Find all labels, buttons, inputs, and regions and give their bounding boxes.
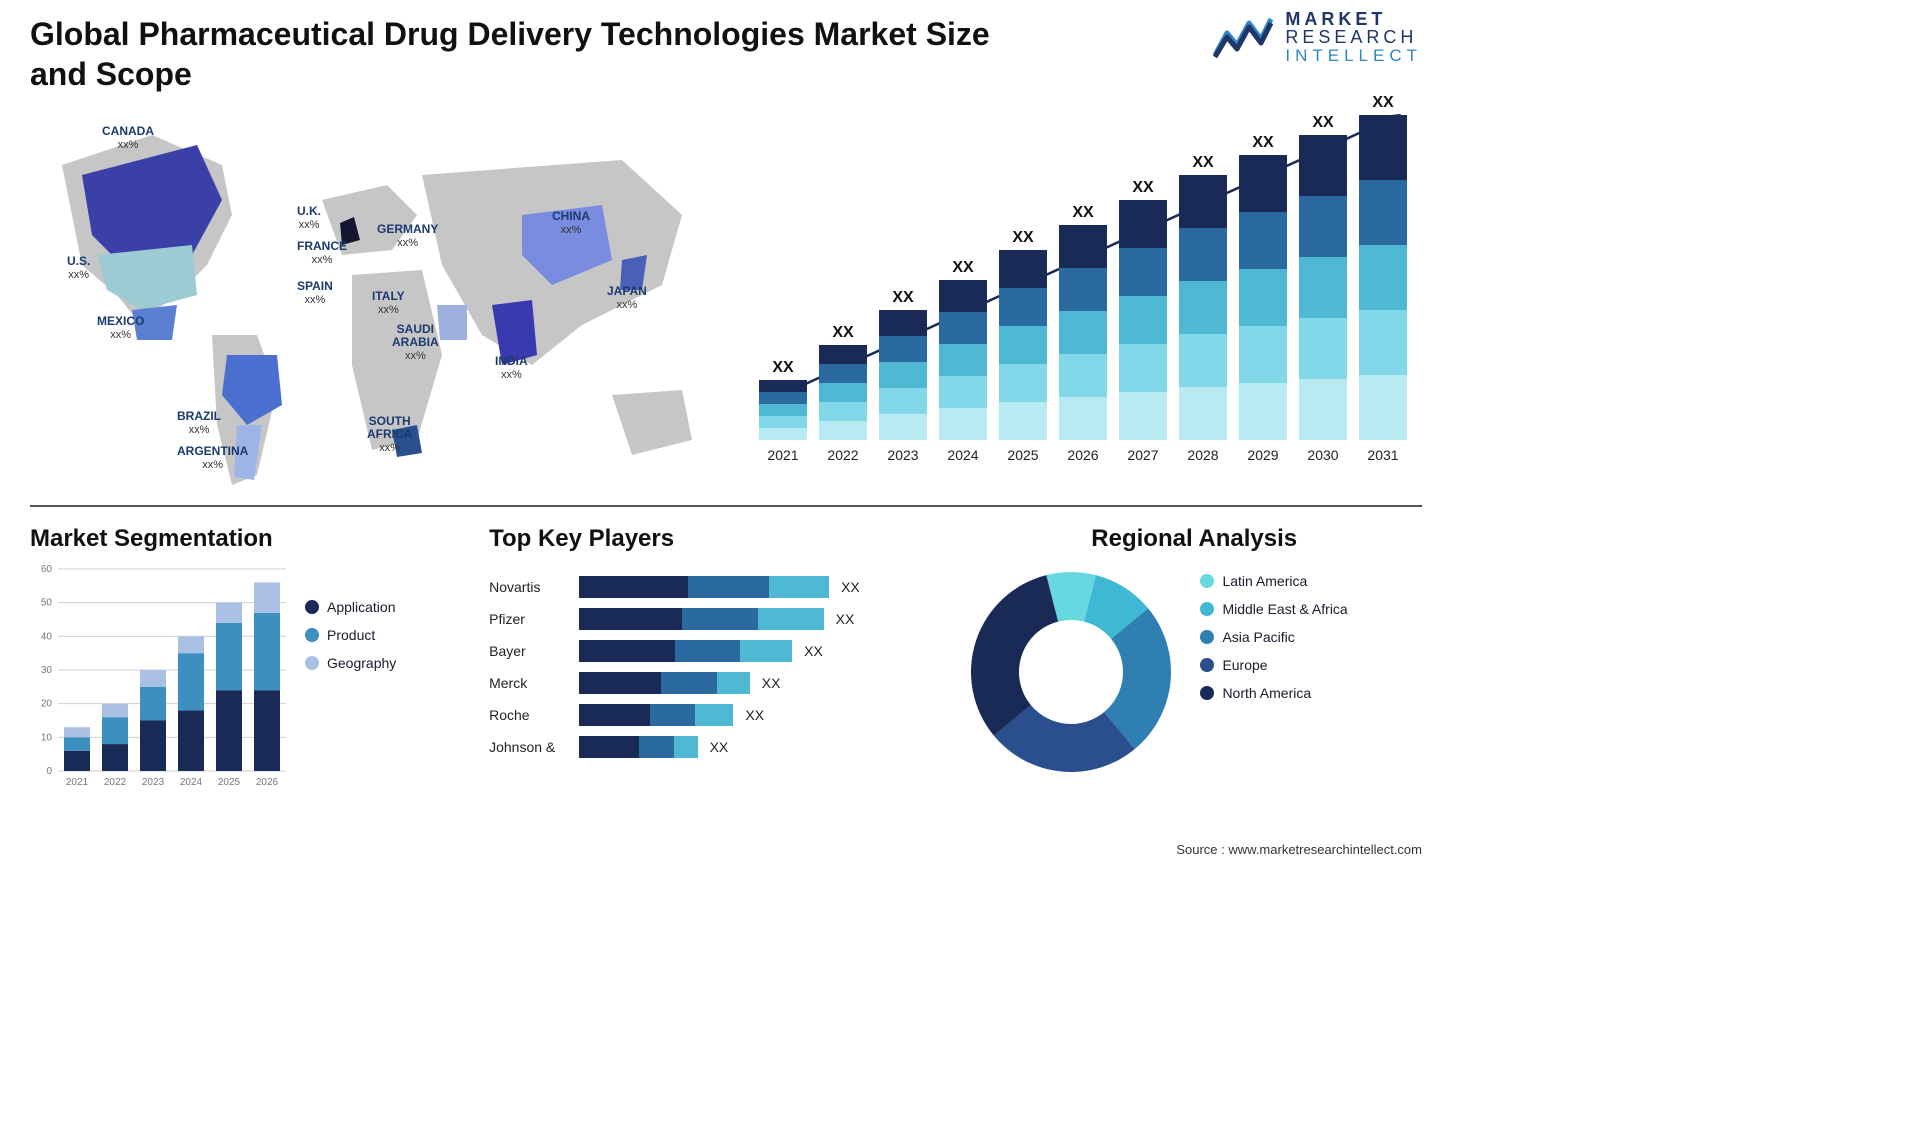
svg-text:2031: 2031 [1367,447,1398,463]
legend-item: Asia Pacific [1200,623,1347,651]
logo: MARKET RESEARCH INTELLECT [1213,10,1422,64]
svg-text:2025: 2025 [218,777,241,788]
key-player-row: MerckXX [489,667,926,699]
svg-text:2026: 2026 [256,777,279,788]
svg-text:2026: 2026 [1067,447,1098,463]
svg-text:XX: XX [952,259,974,276]
world-map: CANADAxx% U.S.xx% MEXICOxx% BRAZILxx% ARGENT… [22,105,722,505]
key-players-panel: Top Key Players NovartisXXPfizerXXBayerX… [489,525,926,825]
svg-text:2024: 2024 [180,777,203,788]
key-players-title: Top Key Players [489,525,926,553]
logo-text-1: MARKET [1285,10,1422,28]
segmentation-title: Market Segmentation [30,525,449,553]
map-label: GERMANYxx% [377,223,438,249]
svg-text:2030: 2030 [1307,447,1338,463]
legend-item: Latin America [1200,567,1347,595]
regional-legend: Latin AmericaMiddle East & AfricaAsia Pa… [1200,567,1347,707]
svg-text:10: 10 [41,732,53,743]
map-label: CANADAxx% [102,125,154,151]
map-label: BRAZILxx% [177,410,221,436]
regional-panel: Regional Analysis Latin AmericaMiddle Ea… [966,525,1422,825]
svg-text:XX: XX [1252,134,1274,151]
logo-text-3: INTELLECT [1285,47,1422,64]
logo-icon [1213,15,1273,59]
legend-item: Middle East & Africa [1200,595,1347,623]
svg-text:2022: 2022 [104,777,127,788]
key-player-row: NovartisXX [489,571,926,603]
map-label: SOUTHAFRICAxx% [367,415,412,455]
page-title: Global Pharmaceutical Drug Delivery Tech… [30,14,1030,94]
svg-text:2028: 2028 [1187,447,1218,463]
svg-text:2024: 2024 [947,447,978,463]
key-player-row: PfizerXX [489,603,926,635]
svg-text:XX: XX [772,359,794,376]
legend-item: North America [1200,679,1347,707]
map-label: U.S.xx% [67,255,90,281]
key-players-chart: NovartisXXPfizerXXBayerXXMerckXXRocheXXJ… [489,571,926,763]
map-label: U.K.xx% [297,205,321,231]
svg-text:XX: XX [1132,179,1154,196]
key-player-row: Johnson &XX [489,731,926,763]
svg-text:XX: XX [1072,204,1094,221]
source-text: Source : www.marketresearchintellect.com [1176,842,1422,857]
legend-item: Europe [1200,651,1347,679]
svg-text:0: 0 [46,766,52,777]
svg-text:2025: 2025 [1007,447,1038,463]
svg-text:30: 30 [41,665,53,676]
legend-item: Application [305,593,396,621]
svg-text:XX: XX [1312,114,1334,131]
svg-text:2029: 2029 [1247,447,1278,463]
svg-text:XX: XX [832,324,854,341]
map-label: FRANCExx% [297,240,347,266]
regional-title: Regional Analysis [966,525,1422,553]
legend-item: Geography [305,649,396,677]
legend-item: Product [305,621,396,649]
svg-text:2021: 2021 [66,777,89,788]
key-player-row: RocheXX [489,699,926,731]
svg-text:2023: 2023 [887,447,918,463]
svg-text:2022: 2022 [827,447,858,463]
svg-text:40: 40 [41,631,53,642]
segmentation-chart: 0 10 20 30 40 50 60 2021 2022 2023 2024 2025 2026 [30,563,290,793]
map-label: SAUDIARABIAxx% [392,323,439,363]
svg-text:XX: XX [1012,229,1034,246]
map-label: SPAINxx% [297,280,333,306]
svg-text:50: 50 [41,598,53,609]
svg-text:60: 60 [41,564,53,575]
svg-text:2027: 2027 [1127,447,1158,463]
map-label: CHINAxx% [552,210,590,236]
segmentation-panel: Market Segmentation 0 10 20 30 40 50 60 2021 202… [30,525,449,825]
forecast-chart: 2021 XX 2022 XX 2023 XX 2024 XX 2025 XX 2026 XX 2027… [745,95,1425,475]
map-label: ITALYxx% [372,290,405,316]
key-player-row: BayerXX [489,635,926,667]
svg-text:XX: XX [1372,95,1394,111]
map-label: ARGENTINAxx% [177,445,248,471]
divider [30,505,1422,507]
logo-text-2: RESEARCH [1285,28,1422,46]
svg-text:2023: 2023 [142,777,165,788]
svg-text:2021: 2021 [767,447,798,463]
svg-text:20: 20 [41,699,53,710]
regional-donut [966,567,1176,777]
map-label: JAPANxx% [607,285,647,311]
map-label: INDIAxx% [495,355,528,381]
svg-text:XX: XX [1192,154,1214,171]
map-label: MEXICOxx% [97,315,144,341]
svg-text:XX: XX [892,289,914,306]
segmentation-legend: ApplicationProductGeography [305,593,396,677]
